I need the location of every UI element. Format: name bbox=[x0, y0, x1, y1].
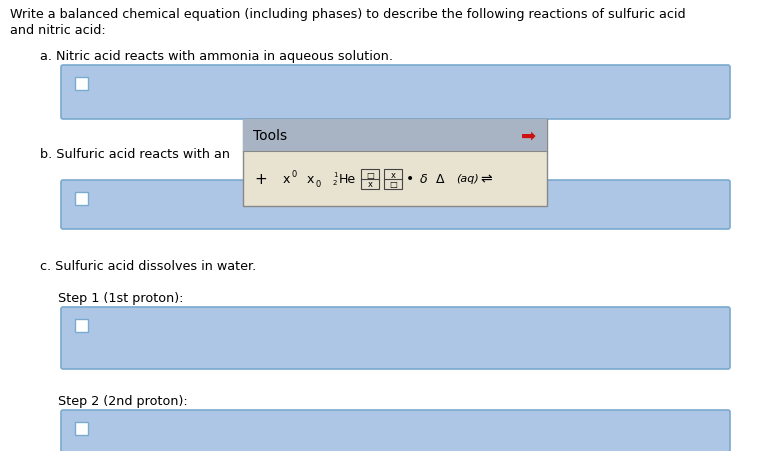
FancyBboxPatch shape bbox=[61, 307, 730, 369]
Text: x: x bbox=[307, 173, 315, 186]
Bar bbox=[243, 120, 547, 152]
Text: c. Sulfuric acid dissolves in water.: c. Sulfuric acid dissolves in water. bbox=[40, 259, 256, 272]
Text: □: □ bbox=[389, 179, 397, 189]
Text: 0: 0 bbox=[316, 179, 321, 189]
Text: 0: 0 bbox=[292, 170, 297, 179]
Bar bbox=[384, 169, 402, 189]
Text: a. Nitric acid reacts with ammonia in aqueous solution.: a. Nitric acid reacts with ammonia in aq… bbox=[40, 50, 393, 63]
Text: Write a balanced chemical equation (including phases) to describe the following : Write a balanced chemical equation (incl… bbox=[10, 8, 686, 21]
Text: Step 2 (2nd proton):: Step 2 (2nd proton): bbox=[58, 394, 188, 407]
Text: and nitric acid:: and nitric acid: bbox=[10, 24, 106, 37]
Text: x: x bbox=[368, 179, 372, 189]
Text: 2: 2 bbox=[333, 180, 337, 186]
Text: •: • bbox=[406, 172, 414, 186]
FancyBboxPatch shape bbox=[61, 66, 730, 120]
Text: ➡: ➡ bbox=[522, 127, 537, 145]
Text: b. Sulfuric acid reacts with an: b. Sulfuric acid reacts with an bbox=[40, 147, 230, 161]
Bar bbox=[75, 193, 88, 206]
Text: Δ: Δ bbox=[436, 173, 444, 186]
Text: x: x bbox=[283, 173, 290, 186]
Bar bbox=[75, 422, 88, 435]
Text: x: x bbox=[390, 170, 396, 179]
Text: δ: δ bbox=[420, 173, 428, 186]
Bar bbox=[361, 169, 379, 189]
Bar bbox=[75, 319, 88, 332]
Text: ⇌: ⇌ bbox=[480, 172, 492, 186]
Text: Tools: Tools bbox=[253, 129, 287, 143]
FancyBboxPatch shape bbox=[61, 410, 730, 451]
Text: □: □ bbox=[366, 170, 374, 179]
Text: 1: 1 bbox=[333, 172, 337, 178]
Bar bbox=[243, 120, 547, 207]
FancyBboxPatch shape bbox=[61, 180, 730, 230]
Text: He: He bbox=[339, 173, 356, 186]
Text: (aq): (aq) bbox=[456, 174, 479, 184]
Text: Step 1 (1st proton):: Step 1 (1st proton): bbox=[58, 291, 183, 304]
Text: +: + bbox=[255, 172, 268, 187]
Bar bbox=[75, 78, 88, 91]
